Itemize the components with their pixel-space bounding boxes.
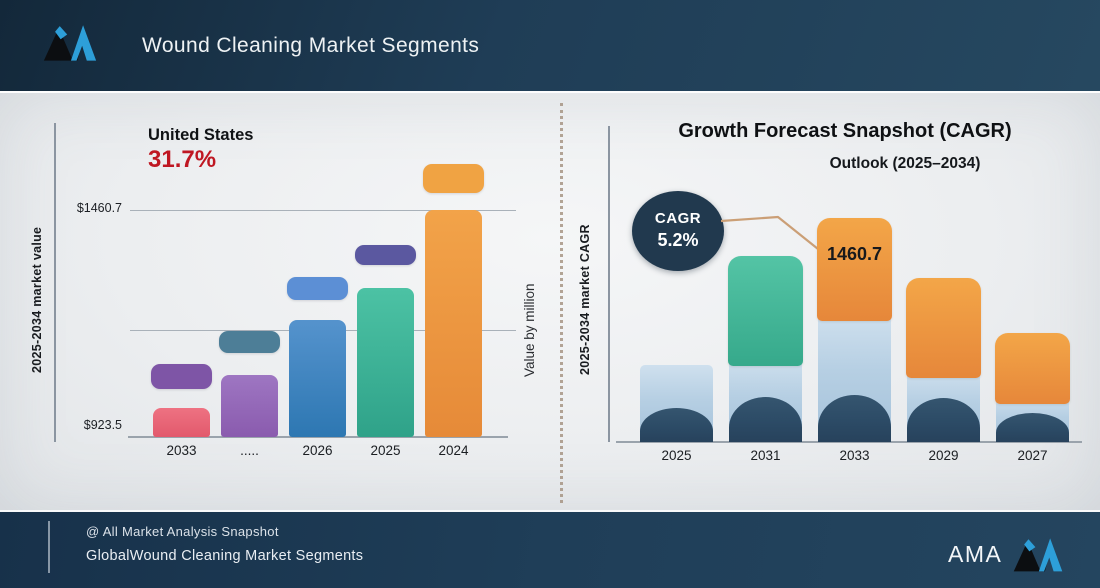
- left-chart-title: United States: [148, 126, 254, 144]
- right-bar-top-2033: [817, 218, 892, 321]
- right-xtick-2029: 2029: [928, 448, 959, 463]
- right-bar-top-2031: [728, 256, 803, 366]
- right-chart-title: Growth Forecast Snapshot (CAGR): [678, 120, 1012, 142]
- right-bar-base-2029: [907, 398, 980, 442]
- page-title: Wound Cleaning Market Segments: [142, 33, 480, 57]
- left-bar-2026: [289, 320, 346, 437]
- left-bar-.....: [221, 374, 278, 437]
- right-chart-y-axis-label: 2025-2034 market CAGR: [578, 224, 592, 376]
- left-bar-cap-2026: [287, 277, 348, 301]
- left-bar-2025: [357, 287, 414, 437]
- left-bar-cap-2025: [355, 244, 416, 265]
- right-bar-base-2031: [729, 397, 802, 442]
- cagr-badge-label: CAGR: [654, 210, 702, 228]
- right-bar-top-2029: [906, 278, 981, 378]
- left-bar-2024: [425, 210, 482, 437]
- bar-value-annotation: 1460.7: [826, 244, 883, 264]
- left-chart-ytick-upper: $1460.7: [76, 201, 122, 215]
- cagr-badge: CAGR 5.2%: [632, 191, 724, 271]
- footer-source-text: @ All Market Analysis Snapshot: [86, 524, 279, 539]
- header-bar: Wound Cleaning Market Segments: [0, 0, 1100, 91]
- footer-bar: [0, 512, 1100, 588]
- right-bar-base-2025: [640, 408, 713, 442]
- value-by-million-label: Value by million: [522, 283, 537, 377]
- mountain-logo-graphic: [43, 25, 97, 61]
- footer-brand: AMA: [948, 533, 1064, 575]
- left-bar-2033: [153, 408, 210, 437]
- right-chart-subtitle: Outlook (2025–2034): [829, 155, 981, 172]
- left-bar-cap-2024: [423, 164, 484, 193]
- left-xtick-2024: 2024: [438, 443, 469, 458]
- left-chart-ytick-lower: $923.5: [83, 418, 122, 432]
- right-xtick-2027: 2027: [1017, 448, 1048, 463]
- left-chart-baseline: [128, 436, 508, 438]
- right-xtick-2033: 2033: [839, 448, 870, 463]
- right-xtick-2031: 2031: [750, 448, 781, 463]
- right-bar-top-2027: [995, 333, 1070, 404]
- left-xtick-2033: 2033: [166, 443, 197, 458]
- panel-divider: [560, 103, 563, 503]
- ama-logo-icon: [42, 18, 98, 71]
- footer-brand-text: AMA: [948, 540, 1003, 567]
- left-chart-y-axis: [54, 123, 56, 442]
- right-chart-y-axis: [608, 126, 610, 442]
- footer-title-text: GlobalWound Cleaning Market Segments: [86, 548, 364, 564]
- right-bar-base-2033: [818, 395, 891, 442]
- right-xtick-2025: 2025: [661, 448, 692, 463]
- left-bar-cap-.....: [219, 330, 280, 353]
- left-chart-y-axis-label: 2025-2034 market value: [30, 226, 44, 374]
- left-bar-cap-2033: [151, 364, 212, 390]
- left-xtick-2025: 2025: [370, 443, 401, 458]
- cagr-badge-value: 5.2%: [657, 230, 699, 251]
- footer-ama-logo-icon: [1014, 538, 1063, 572]
- right-bar-base-2027: [996, 413, 1069, 442]
- footer-divider-line: [48, 521, 50, 573]
- left-xtick-.....: .....: [240, 443, 259, 458]
- left-chart-highlight-value: 31.7%: [148, 146, 217, 173]
- left-chart-gridline-top: [130, 210, 516, 211]
- left-xtick-2026: 2026: [302, 443, 333, 458]
